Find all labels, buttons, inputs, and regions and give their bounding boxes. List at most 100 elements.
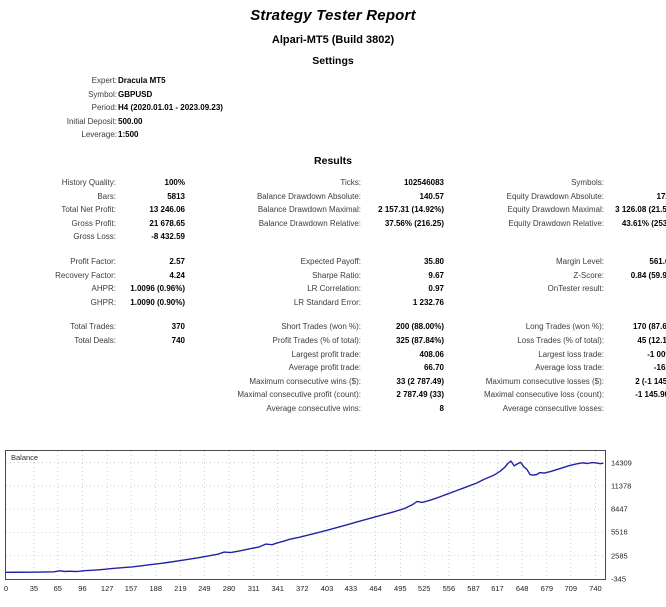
x-tick-label: 311 [247, 584, 260, 593]
result-label: Maximum consecutive wins ($): [249, 376, 361, 386]
row-spacer [0, 244, 666, 255]
result-label: History Quality: [61, 177, 116, 187]
result-value: 13 246.06 [149, 205, 185, 215]
table-row: Profit Factor: 2.57 Expected Payoff: 35.… [0, 255, 666, 269]
x-tick-label: 740 [589, 584, 602, 593]
result-label: Largest profit trade: [291, 349, 361, 359]
row-spacer [0, 309, 666, 320]
column-gap [444, 320, 454, 334]
result-label: Equity Drawdown Absolute: [506, 191, 604, 201]
result-value: 172.12 [656, 191, 666, 201]
result-label: Margin Level: [555, 256, 604, 266]
result-label: Balance Drawdown Absolute: [256, 191, 361, 201]
column-gap [444, 361, 454, 375]
y-tick-label: 5516 [611, 527, 628, 537]
result-value [366, 230, 444, 244]
column-gap [185, 320, 197, 334]
column-gap [185, 203, 197, 217]
table-row: Maximal consecutive profit (count): 2 78… [0, 388, 666, 402]
result-value: 1 232.76 [412, 297, 444, 307]
result-label: Symbols: [571, 177, 604, 187]
settings-heading: Settings [312, 55, 354, 67]
result-value: 43.61% (253.52) [621, 218, 666, 228]
result-label: Bars: [97, 191, 116, 201]
table-row: Maximum consecutive wins ($): 33 (2 787.… [0, 375, 666, 389]
setting-value: H4 (2020.01.01 - 2023.09.23) [118, 103, 223, 113]
x-tick-label: 617 [491, 584, 504, 593]
column-gap [185, 402, 197, 416]
result-label: Maximal consecutive loss (count): [483, 390, 604, 400]
result-value: 102546083 [403, 177, 444, 187]
column-gap [185, 230, 197, 244]
column-gap [444, 348, 454, 362]
table-row: GHPR: 1.0090 (0.90%) LR Standard Error: … [0, 296, 666, 310]
x-tick-label: 188 [149, 584, 163, 593]
result-label: Loss Trades (% of total): [517, 335, 604, 345]
y-tick-label: 11378 [611, 481, 632, 491]
x-tick-label: 587 [467, 584, 480, 593]
x-tick-label: 35 [29, 584, 39, 593]
table-row: Bars: 5813 Balance Drawdown Absolute: 14… [0, 190, 666, 204]
result-label: Expected Payoff: [300, 256, 361, 266]
y-tick-label: 2585 [611, 551, 628, 561]
result-label: Average consecutive losses: [502, 403, 604, 413]
chart-y-axis: 14309 11378 8447 5516 2585 -345 [611, 450, 659, 583]
result-value [121, 402, 185, 416]
result-value: 140.57 [419, 191, 444, 201]
table-row: AHPR: 1.0096 (0.96%) LR Correlation: 0.9… [0, 282, 666, 296]
result-label [454, 296, 609, 310]
result-label [0, 402, 121, 416]
result-value: 0.84 (59.91%) [630, 270, 666, 280]
result-value: 21 678.65 [149, 218, 185, 228]
setting-value: GBPUSD [118, 89, 153, 99]
result-label [0, 388, 121, 402]
result-value: 2 787.49 (33) [396, 390, 444, 400]
result-label: LR Standard Error: [293, 297, 361, 307]
result-value: 1 [609, 176, 666, 190]
result-value: 1.0090 (0.90%) [130, 297, 185, 307]
result-label: Recovery Factor: [55, 270, 116, 280]
column-gap [444, 203, 454, 217]
result-value: 1.0096 (0.96%) [130, 284, 185, 294]
result-value: 5813 [167, 191, 185, 201]
result-value: 170 (87.65%) [632, 322, 666, 332]
result-label: Long Trades (won %): [525, 322, 604, 332]
result-value: 45 (12.16%) [637, 335, 666, 345]
result-label: Average consecutive wins: [266, 403, 361, 413]
result-value: 325 (87.84%) [395, 335, 444, 345]
settings-section: Expert: Dracula MT5 Symbol: GBPUSD Perio… [0, 74, 666, 142]
result-label: Total Net Profit: [61, 205, 116, 215]
column-gap [444, 296, 454, 310]
column-gap [185, 296, 197, 310]
column-gap [444, 375, 454, 389]
column-gap [185, 176, 197, 190]
table-row: Recovery Factor: 4.24 Sharpe Ratio: 9.67… [0, 269, 666, 283]
x-tick-label: 157 [124, 584, 138, 593]
result-label [197, 230, 366, 244]
setting-label: Leverage: [81, 130, 117, 140]
result-label: Ticks: [340, 177, 361, 187]
result-value [609, 230, 666, 244]
column-gap [185, 282, 197, 296]
column-gap [185, 334, 197, 348]
result-label: Maximal consecutive profit (count): [237, 390, 361, 400]
result-value: 8 [439, 403, 444, 413]
result-label [0, 375, 121, 389]
table-row: Expert: Dracula MT5 [0, 74, 300, 88]
column-gap [444, 388, 454, 402]
x-tick-label: 556 [442, 584, 456, 593]
result-value [121, 375, 185, 389]
result-label: Total Deals: [74, 335, 116, 345]
column-gap [444, 402, 454, 416]
column-gap [185, 255, 197, 269]
result-label: Equity Drawdown Relative: [508, 218, 604, 228]
column-gap [444, 230, 454, 244]
result-label: Average loss trade: [535, 363, 604, 373]
setting-value: 1:500 [118, 130, 139, 140]
result-value: 33 (2 787.49) [396, 376, 444, 386]
result-value: 2 157.31 (14.92%) [378, 205, 444, 215]
result-value: 561.67% [649, 256, 666, 266]
result-value: -162.04 [653, 363, 666, 373]
result-label: Balance Drawdown Relative: [258, 218, 361, 228]
table-row: Largest profit trade: 408.06 Largest los… [0, 348, 666, 362]
